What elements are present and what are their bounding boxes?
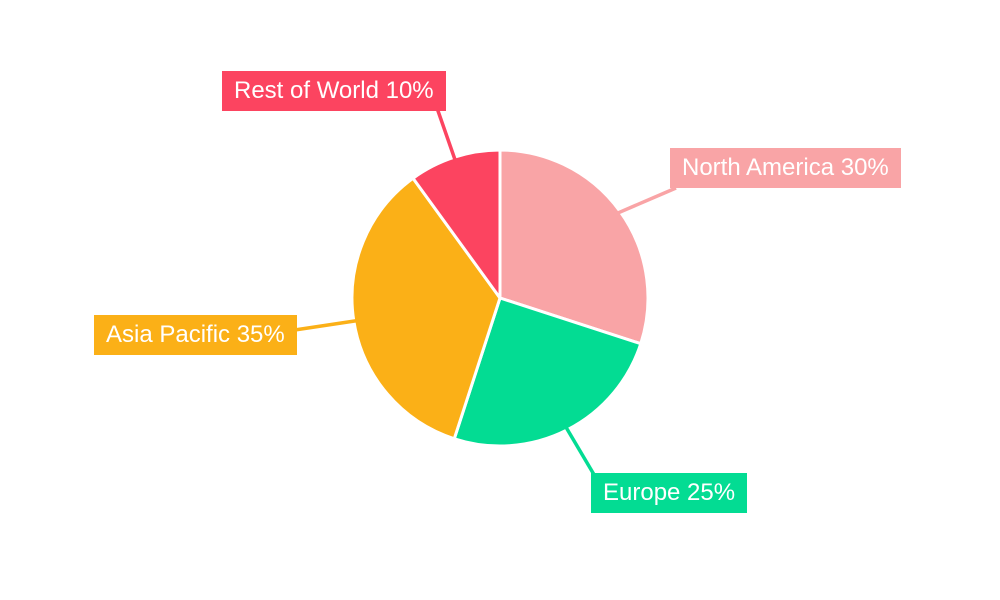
data-label-north-america: North America 30% (670, 148, 901, 188)
leader-line-europe (563, 424, 598, 479)
leader-line-north-america (614, 186, 677, 216)
leader-line-asia-pacific (287, 318, 360, 333)
data-label-rest-of-world: Rest of World 10% (222, 71, 446, 111)
data-label-europe: Europe 25% (591, 473, 748, 513)
leader-line-rest-of-world (435, 107, 458, 163)
data-label-asia-pacific: Asia Pacific 35% (94, 315, 297, 355)
